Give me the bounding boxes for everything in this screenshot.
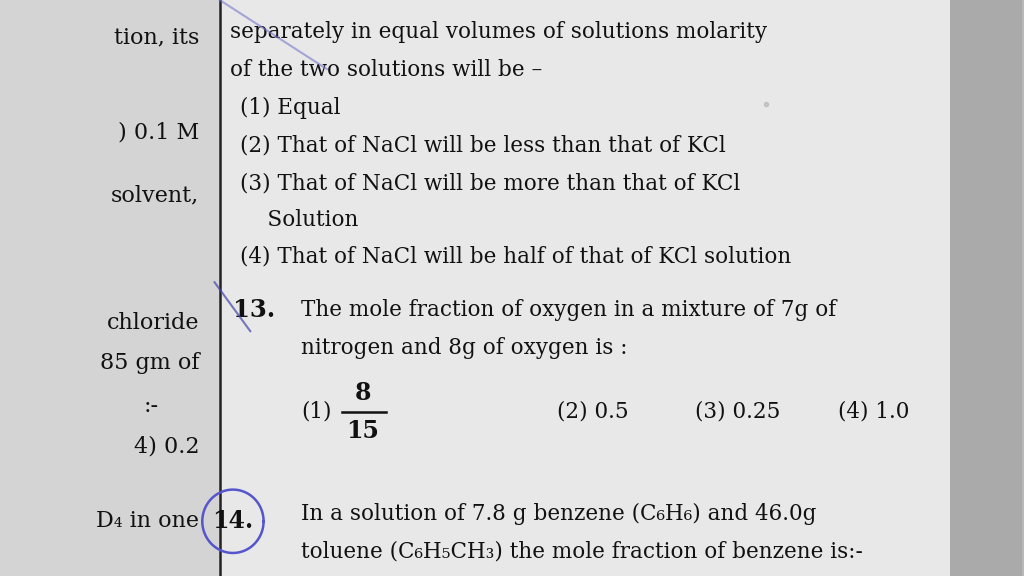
Text: chloride: chloride [106,312,200,334]
Text: nitrogen and 8g of oxygen is :: nitrogen and 8g of oxygen is : [301,338,628,359]
Text: In a solution of 7.8 g benzene (C₆H₆) and 46.0g: In a solution of 7.8 g benzene (C₆H₆) an… [301,503,817,525]
Text: ) 0.1 M: ) 0.1 M [118,122,200,143]
FancyBboxPatch shape [0,0,219,576]
Text: 85 gm of: 85 gm of [99,352,200,374]
Text: of the two solutions will be –: of the two solutions will be – [229,59,543,81]
Text: :-: :- [143,395,159,417]
Text: 8: 8 [354,381,371,405]
Text: (2) That of NaCl will be less than that of KCl: (2) That of NaCl will be less than that … [240,134,726,156]
Text: solvent,: solvent, [111,185,200,207]
Text: 13.: 13. [232,298,275,322]
Text: tion, its: tion, its [114,26,200,48]
Text: 14.: 14. [212,509,254,533]
Text: toluene (C₆H₅CH₃) the mole fraction of benzene is:-: toluene (C₆H₅CH₃) the mole fraction of b… [301,541,863,563]
Text: (1): (1) [301,401,332,423]
Text: D₄ in one: D₄ in one [96,510,200,532]
Text: The mole fraction of oxygen in a mixture of 7g of: The mole fraction of oxygen in a mixture… [301,299,837,321]
Text: 15: 15 [346,419,379,443]
Text: (3) 0.25: (3) 0.25 [694,401,780,423]
Text: (3) That of NaCl will be more than that of KCl: (3) That of NaCl will be more than that … [240,172,740,194]
Text: 4) 0.2: 4) 0.2 [134,435,200,457]
Text: (4) That of NaCl will be half of that of KCl solution: (4) That of NaCl will be half of that of… [240,245,792,267]
FancyBboxPatch shape [219,0,950,576]
Text: (2) 0.5: (2) 0.5 [557,401,629,423]
Text: separately in equal volumes of solutions molarity: separately in equal volumes of solutions… [229,21,767,43]
Text: Solution: Solution [240,209,358,231]
Text: (4) 1.0: (4) 1.0 [838,401,909,423]
Text: (1) Equal: (1) Equal [240,97,341,119]
FancyBboxPatch shape [950,0,1022,576]
